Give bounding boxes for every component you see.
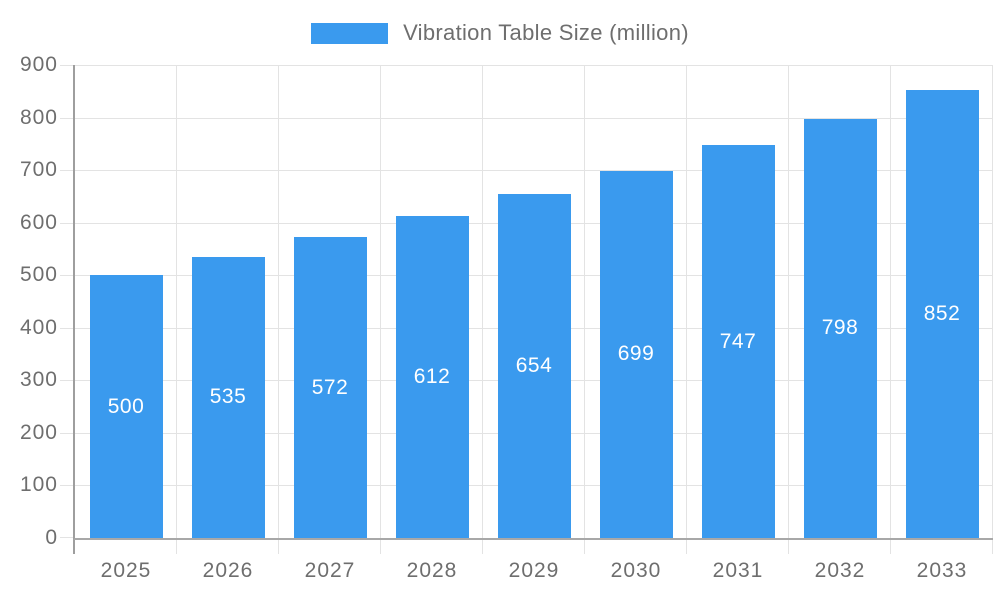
x-axis-tick bbox=[482, 540, 483, 554]
bar-2026[interactable]: 535 bbox=[191, 256, 265, 538]
y-axis-tick bbox=[60, 537, 73, 538]
y-tick-label: 300 bbox=[19, 368, 58, 392]
bar-value-label: 654 bbox=[515, 354, 553, 378]
bar-value-label: 612 bbox=[413, 365, 451, 389]
bar-2033[interactable]: 852 bbox=[905, 90, 979, 538]
y-axis-tick bbox=[60, 380, 73, 382]
bar-2027[interactable]: 572 bbox=[293, 237, 367, 538]
x-axis-tick bbox=[890, 540, 891, 554]
y-axis-tick bbox=[60, 327, 73, 329]
bar-value-label: 852 bbox=[923, 302, 961, 326]
legend[interactable]: Vibration Table Size (million) bbox=[0, 20, 1000, 46]
bar-2025[interactable]: 500 bbox=[89, 275, 163, 538]
v-gridline bbox=[380, 65, 381, 538]
x-axis-tick bbox=[73, 540, 75, 554]
y-tick-label: 200 bbox=[19, 420, 58, 444]
v-gridline bbox=[992, 65, 993, 538]
x-axis-tick bbox=[176, 540, 177, 554]
y-tick-label: 900 bbox=[19, 53, 58, 76]
y-tick-label: 400 bbox=[19, 315, 58, 339]
y-axis-tick bbox=[60, 432, 73, 434]
y-tick-label: 500 bbox=[19, 263, 58, 287]
y-tick-label: 700 bbox=[19, 158, 58, 182]
legend-swatch bbox=[311, 22, 389, 44]
v-gridline bbox=[278, 65, 279, 538]
v-gridline bbox=[686, 65, 687, 538]
h-gridline bbox=[75, 65, 993, 66]
v-gridline bbox=[890, 65, 891, 538]
x-axis-tick bbox=[584, 540, 585, 554]
h-gridline bbox=[75, 170, 993, 172]
plot-area: 500 535 572 612 654 699 747 798 852 bbox=[60, 65, 993, 554]
x-tick-label: 2029 bbox=[508, 559, 560, 582]
y-axis-tick bbox=[60, 117, 73, 119]
x-tick-label: 2032 bbox=[814, 559, 866, 582]
bar-2029[interactable]: 654 bbox=[497, 194, 571, 538]
x-tick-label: 2027 bbox=[304, 559, 356, 582]
y-tick-label: 0 bbox=[45, 526, 58, 549]
bar-2032[interactable]: 798 bbox=[803, 118, 877, 538]
v-gridline bbox=[584, 65, 585, 538]
bar-2031[interactable]: 747 bbox=[701, 145, 775, 538]
y-tick-label: 800 bbox=[19, 105, 58, 129]
bar-value-label: 699 bbox=[617, 342, 655, 366]
x-axis-tick bbox=[278, 540, 279, 554]
y-axis-tick bbox=[60, 222, 73, 224]
x-tick-label: 2028 bbox=[406, 559, 458, 582]
x-tick-label: 2030 bbox=[610, 559, 662, 582]
bar-value-label: 798 bbox=[821, 316, 859, 340]
y-axis-tick bbox=[60, 275, 73, 277]
x-axis-tick bbox=[686, 540, 687, 554]
x-tick-label: 2033 bbox=[916, 559, 968, 582]
legend-label: Vibration Table Size (million) bbox=[403, 20, 689, 45]
bar-value-label: 572 bbox=[311, 375, 349, 399]
bar-value-label: 500 bbox=[107, 394, 145, 418]
bar-value-label: 747 bbox=[719, 329, 757, 353]
v-gridline bbox=[788, 65, 789, 538]
v-gridline bbox=[482, 65, 483, 538]
y-axis-tick bbox=[60, 65, 73, 66]
x-axis-tick bbox=[788, 540, 789, 554]
v-gridline bbox=[176, 65, 177, 538]
x-tick-label: 2031 bbox=[712, 559, 764, 582]
bar-2028[interactable]: 612 bbox=[395, 216, 469, 538]
y-axis-tick bbox=[60, 485, 73, 487]
y-tick-label: 600 bbox=[19, 210, 58, 234]
h-gridline bbox=[75, 117, 993, 119]
bar-2030[interactable]: 699 bbox=[599, 170, 673, 538]
y-axis-tick bbox=[60, 170, 73, 172]
x-axis-tick bbox=[992, 540, 993, 554]
x-tick-label: 2025 bbox=[100, 559, 152, 582]
bar-value-label: 535 bbox=[209, 385, 247, 409]
x-axis-tick bbox=[380, 540, 381, 554]
x-tick-label: 2026 bbox=[202, 559, 254, 582]
y-tick-label: 100 bbox=[19, 473, 58, 497]
